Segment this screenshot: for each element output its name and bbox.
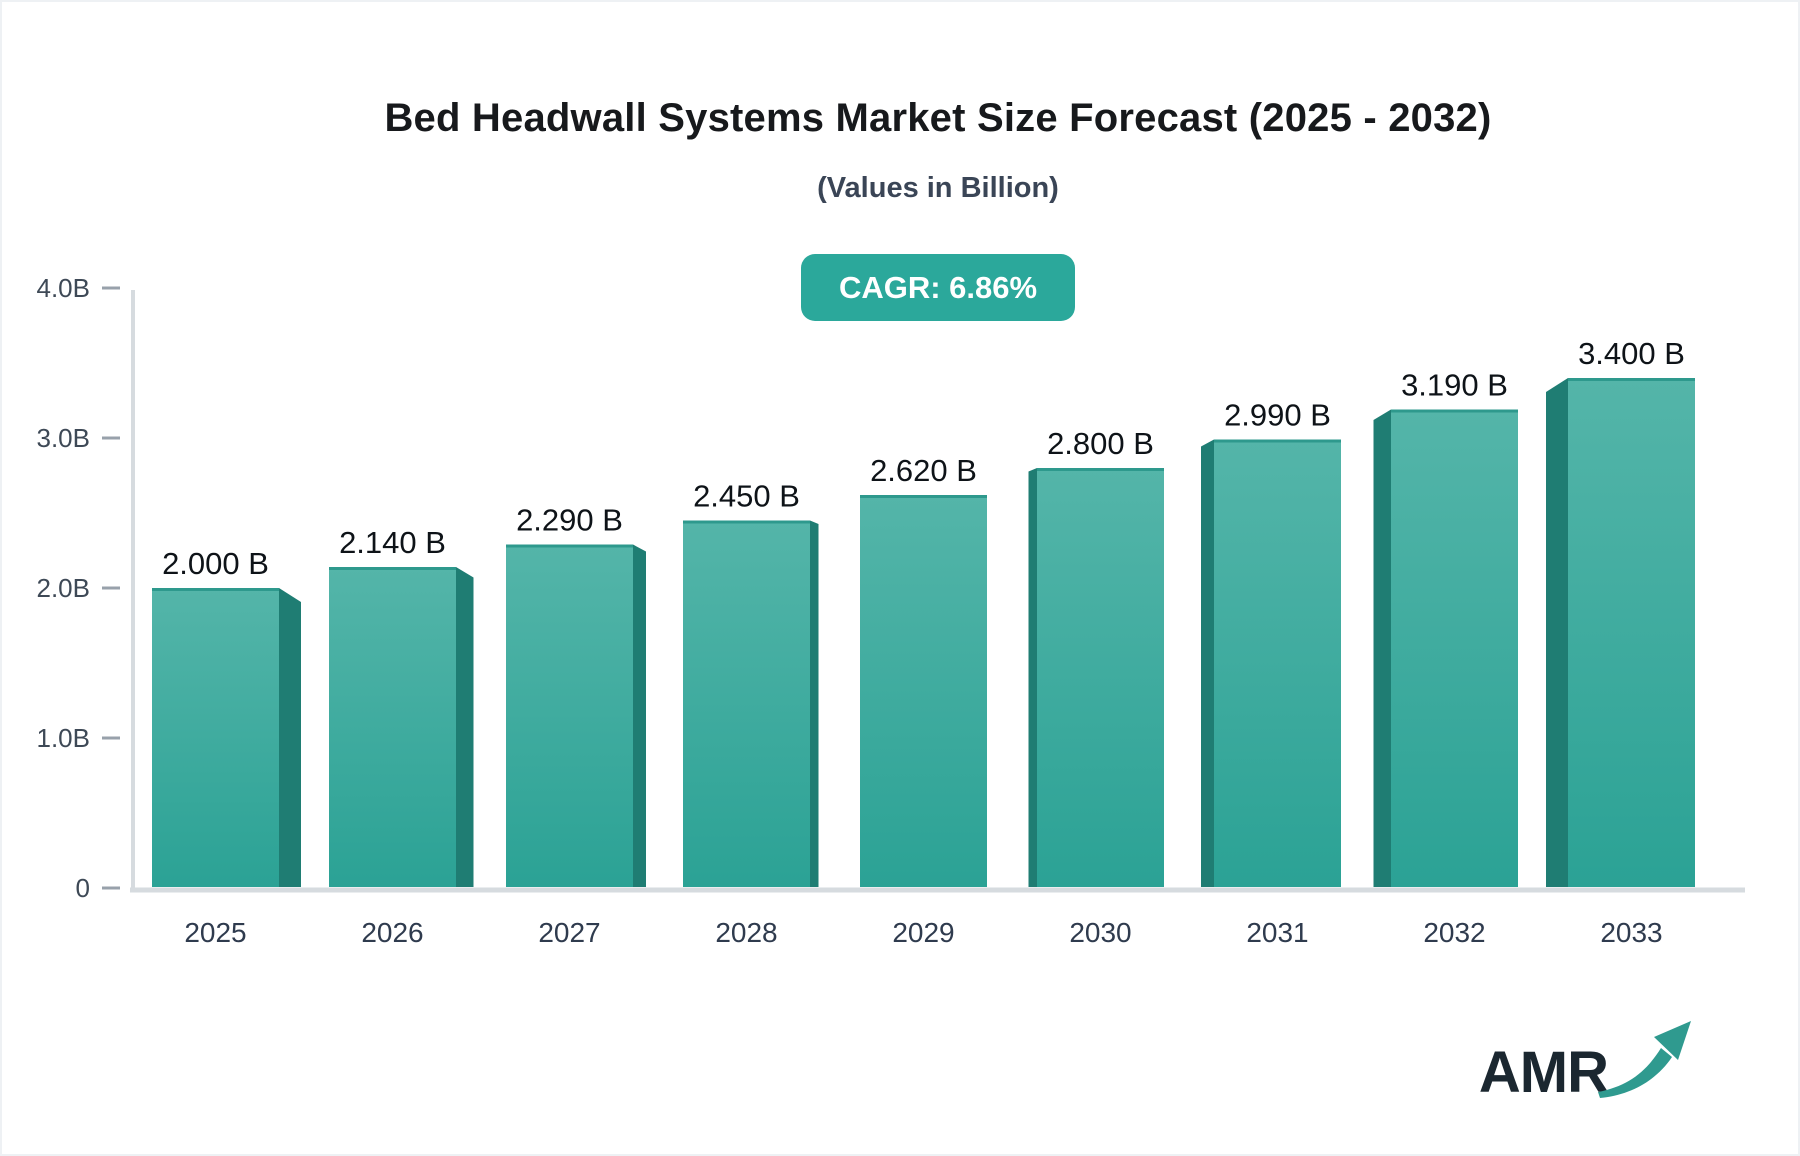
bar-top-edge-2031 bbox=[1214, 439, 1341, 443]
bar-2028 bbox=[683, 520, 810, 887]
bar-2033 bbox=[1568, 378, 1695, 887]
bar-2032 bbox=[1391, 409, 1518, 887]
y-tick-label: 3.0B bbox=[37, 423, 91, 453]
x-tick-label-2027: 2027 bbox=[538, 917, 600, 948]
bar-value-label-2025: 2.000 B bbox=[162, 546, 269, 581]
y-tick-label: 4.0B bbox=[37, 273, 91, 303]
bar-value-label-2028: 2.450 B bbox=[693, 479, 800, 514]
bar-top-edge-2030 bbox=[1037, 468, 1164, 471]
chart-subtitle: (Values in Billion) bbox=[817, 172, 1059, 204]
bar-2026 bbox=[329, 567, 456, 887]
x-tick-label-2032: 2032 bbox=[1423, 917, 1485, 948]
bar-value-label-2026: 2.140 B bbox=[339, 525, 446, 560]
bar-side-face-2033 bbox=[1546, 378, 1568, 887]
bar-side-face-2032 bbox=[1373, 409, 1391, 887]
bar-top-edge-2028 bbox=[683, 520, 810, 524]
bar-2029 bbox=[860, 495, 987, 887]
y-tick-label: 2.0B bbox=[37, 573, 91, 603]
bar-side-face-2031 bbox=[1201, 439, 1214, 887]
bar-top-edge-2033 bbox=[1568, 378, 1695, 381]
x-tick-label-2028: 2028 bbox=[715, 917, 777, 948]
y-tick-label: 1.0B bbox=[37, 723, 91, 753]
bar-side-face-2026 bbox=[456, 567, 474, 887]
bar-top-edge-2025 bbox=[152, 588, 279, 591]
bar-side-face-2025 bbox=[279, 588, 301, 887]
bar-value-label-2033: 3.400 B bbox=[1578, 336, 1685, 371]
bar-value-label-2030: 2.800 B bbox=[1047, 426, 1154, 461]
x-tick-label-2026: 2026 bbox=[361, 917, 423, 948]
bar-top-edge-2026 bbox=[329, 567, 456, 570]
bar-value-label-2031: 2.990 B bbox=[1224, 398, 1331, 433]
x-tick-label-2029: 2029 bbox=[892, 917, 954, 948]
cagr-badge-row: CAGR: 6.86% bbox=[132, 254, 1744, 322]
bar-side-face-2027 bbox=[633, 544, 646, 887]
bar-2025 bbox=[152, 588, 279, 887]
page-title: Bed Headwall Systems Market Size Forecas… bbox=[384, 96, 1492, 140]
bar-value-label-2032: 3.190 B bbox=[1401, 368, 1508, 403]
x-tick-label-2030: 2030 bbox=[1069, 917, 1131, 948]
bar-2031 bbox=[1214, 439, 1341, 887]
cagr-badge: CAGR: 6.86% bbox=[800, 254, 1076, 322]
bar-side-face-2028 bbox=[810, 520, 819, 887]
bar-value-label-2029: 2.620 B bbox=[870, 453, 977, 488]
growth-arrow-icon bbox=[1598, 1021, 1691, 1098]
amr-logo: AMR bbox=[1478, 1021, 1698, 1105]
y-tick-label: 0 bbox=[76, 873, 90, 903]
cagr-label: CAGR: 6.86% bbox=[838, 270, 1038, 305]
amr-logo-text: AMR bbox=[1478, 1040, 1609, 1105]
bar-top-edge-2027 bbox=[506, 544, 633, 548]
bar-value-label-2027: 2.290 B bbox=[516, 503, 623, 538]
x-tick-label-2031: 2031 bbox=[1246, 917, 1308, 948]
bar-2030 bbox=[1037, 468, 1164, 887]
x-tick-label-2033: 2033 bbox=[1600, 917, 1662, 948]
bar-2027 bbox=[506, 544, 633, 887]
bar-top-edge-2032 bbox=[1391, 409, 1518, 413]
x-tick-label-2025: 2025 bbox=[184, 917, 246, 948]
bar-side-face-2030 bbox=[1028, 468, 1037, 887]
bar-top-edge-2029 bbox=[860, 495, 987, 498]
